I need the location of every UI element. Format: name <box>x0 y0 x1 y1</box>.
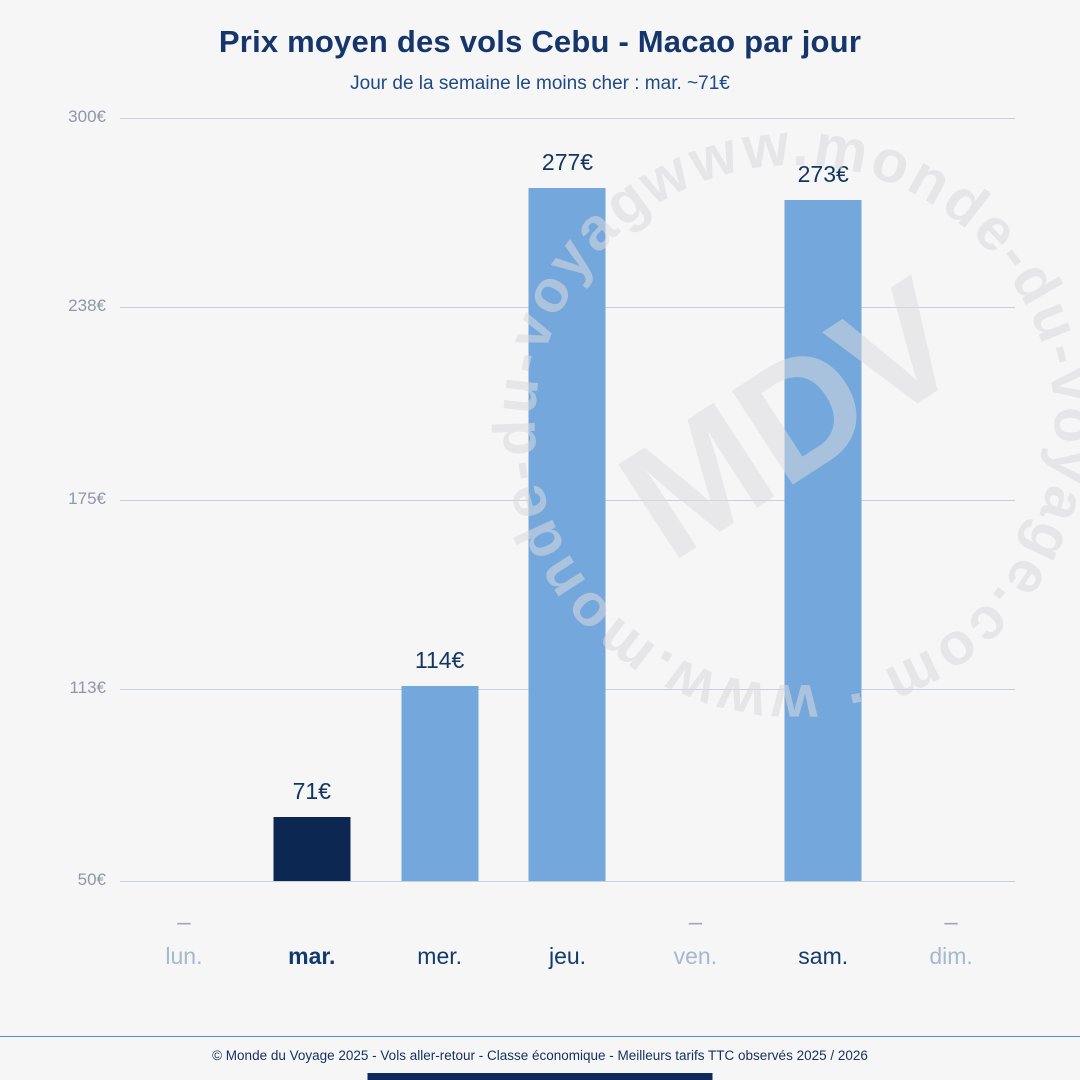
day-label-ven: ven. <box>673 943 718 969</box>
bar-value-label: 273€ <box>797 161 849 188</box>
no-data-marker <box>376 903 504 943</box>
no-data-marker: – <box>177 909 191 936</box>
bottom-bar <box>367 1073 713 1080</box>
gridline <box>120 118 1015 119</box>
no-data-marker: – <box>688 909 703 936</box>
footer-divider <box>0 1036 1080 1037</box>
bar-column-jeu: 277€ <box>504 118 632 881</box>
bar-column-ven <box>631 118 759 881</box>
bar-column-dim <box>887 118 1015 881</box>
y-tick-label: 300€ <box>68 107 106 126</box>
y-tick-label: 50€ <box>77 870 106 889</box>
y-tick-label: 113€ <box>69 677 106 697</box>
x-axis-cell: mer. <box>376 903 504 970</box>
bar-mar <box>273 816 351 881</box>
x-axis: – lun. mar. mer. jeu. – ven. sam. – dim. <box>120 903 1015 970</box>
x-axis-cell: sam. <box>759 903 887 970</box>
day-label-dim: dim. <box>929 943 973 969</box>
no-data-marker <box>759 903 887 943</box>
bar-column-mar: 71€ <box>248 118 376 881</box>
bar-jeu <box>528 188 606 881</box>
page-subtitle: Jour de la semaine le moins cher : mar. … <box>350 73 730 94</box>
x-axis-cell: – lun. <box>120 903 248 970</box>
y-tick-label: 238€ <box>68 296 106 316</box>
y-tick-label: 175€ <box>68 488 106 508</box>
x-axis-cell: jeu. <box>504 903 632 970</box>
chart-header: Prix moyen des vols Cebu - Macao par jou… <box>0 24 1080 95</box>
day-label-sam: sam. <box>798 943 849 969</box>
bar-column-mer: 114€ <box>376 118 504 881</box>
day-label-jeu: jeu. <box>548 943 587 969</box>
x-axis-cell: mar. <box>248 903 376 970</box>
day-label-lun: lun. <box>165 943 203 969</box>
day-label-mar: mar. <box>288 943 336 969</box>
bar-value-label: 71€ <box>292 777 331 804</box>
x-axis-cell: – ven. <box>631 903 759 970</box>
x-axis-cell: – dim. <box>887 903 1015 970</box>
bar-mer <box>401 685 479 881</box>
day-label-mer: mer. <box>417 943 463 969</box>
page-title: Prix moyen des vols Cebu - Macao par jou… <box>218 24 862 59</box>
plot-area: 300€ 238€ 175€ 113€ 50€ 71€ 114€ 277€ 273€ <box>68 107 1015 889</box>
no-data-marker <box>504 903 632 943</box>
bar-sam <box>784 200 862 881</box>
footer-text: © Monde du Voyage 2025 - Vols aller-reto… <box>212 1048 868 1063</box>
bar-column-sam: 273€ <box>759 118 887 881</box>
bar-value-label: 114€ <box>414 646 465 673</box>
bar-column-lun <box>120 118 248 881</box>
bar-value-label: 277€ <box>541 149 594 176</box>
gridline <box>120 881 1015 882</box>
no-data-marker: – <box>944 909 958 936</box>
no-data-marker <box>248 903 376 943</box>
